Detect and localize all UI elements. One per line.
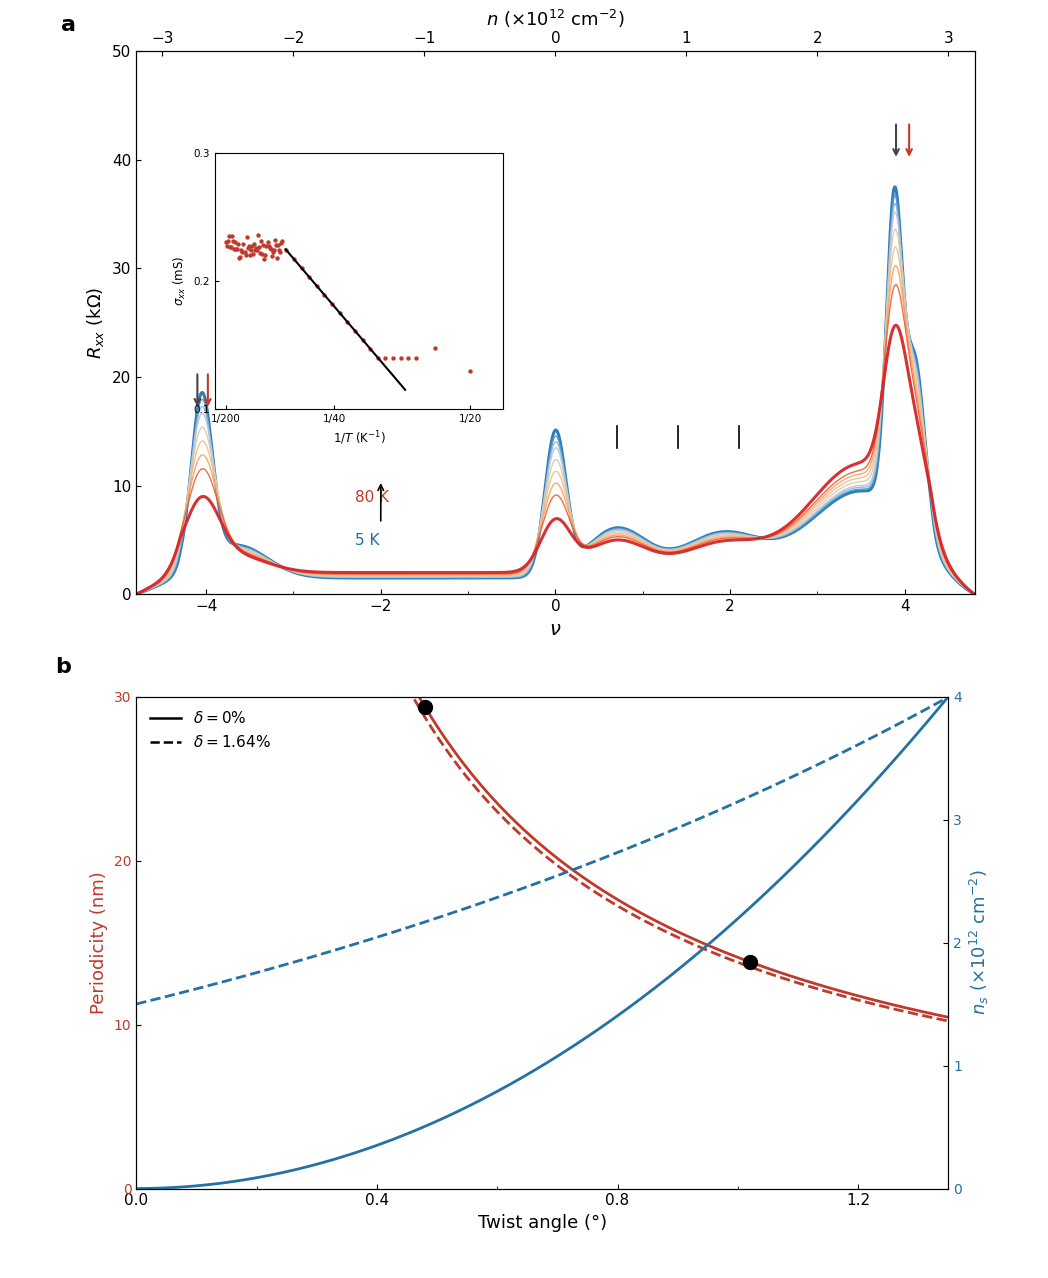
Point — [261, 238, 278, 258]
Point — [308, 276, 325, 296]
Point — [253, 231, 269, 252]
Point — [248, 240, 265, 261]
Point — [252, 243, 268, 263]
Point — [408, 348, 424, 368]
Point — [462, 360, 479, 381]
Point — [226, 233, 243, 253]
X-axis label: Twist angle (°): Twist angle (°) — [478, 1214, 607, 1232]
X-axis label: 1/$T$ (K$^{-1}$): 1/$T$ (K$^{-1}$) — [332, 429, 386, 447]
Point — [255, 235, 271, 256]
Point — [244, 244, 261, 265]
Point — [249, 225, 266, 245]
Point — [236, 242, 253, 262]
Point — [267, 235, 284, 256]
Point — [259, 231, 276, 252]
Point — [427, 337, 443, 358]
Point — [377, 348, 394, 368]
Point — [274, 230, 290, 250]
Point — [240, 235, 257, 256]
Point — [301, 267, 318, 288]
Point — [257, 245, 274, 266]
Point — [221, 236, 238, 257]
Point — [293, 258, 310, 279]
Y-axis label: $\sigma_{xx}$ (mS): $\sigma_{xx}$ (mS) — [172, 256, 188, 307]
Point — [266, 230, 283, 250]
Point — [272, 233, 289, 253]
Point — [392, 348, 409, 368]
Point — [219, 231, 236, 252]
Point — [247, 238, 264, 258]
Point — [258, 235, 275, 256]
Point — [316, 285, 333, 305]
Point — [233, 239, 249, 259]
Text: 5 K: 5 K — [354, 533, 379, 548]
Point — [227, 239, 244, 259]
Point — [224, 230, 241, 250]
Point — [269, 235, 286, 256]
Point — [235, 234, 252, 254]
Point — [234, 243, 250, 263]
Point — [263, 247, 280, 267]
Point — [245, 234, 262, 254]
Point — [417, 697, 434, 717]
Point — [354, 330, 371, 350]
Point — [237, 245, 254, 266]
Point — [339, 312, 355, 332]
Point — [260, 235, 277, 256]
Point — [278, 240, 294, 261]
Point — [238, 226, 255, 247]
Point — [230, 234, 246, 254]
Text: 80 K: 80 K — [354, 489, 389, 505]
Y-axis label: $R_{xx}$ (k$\Omega$): $R_{xx}$ (k$\Omega$) — [86, 286, 107, 359]
Point — [264, 242, 281, 262]
Point — [271, 242, 288, 262]
X-axis label: $n$ ($\times$10$^{12}$ cm$^{-2}$): $n$ ($\times$10$^{12}$ cm$^{-2}$) — [486, 8, 625, 29]
Point — [265, 240, 282, 261]
Text: a: a — [61, 15, 75, 35]
Point — [742, 952, 759, 973]
Point — [218, 236, 235, 257]
Point — [385, 348, 401, 368]
Point — [239, 238, 256, 258]
Point — [225, 239, 242, 259]
Point — [243, 235, 260, 256]
X-axis label: $\nu$: $\nu$ — [549, 620, 562, 639]
Point — [232, 247, 248, 267]
Point — [242, 239, 259, 259]
Legend: $\delta = 0\%$, $\delta = 1.64\%$: $\delta = 0\%$, $\delta = 1.64\%$ — [144, 704, 277, 757]
Point — [254, 244, 270, 265]
Point — [268, 248, 285, 268]
Y-axis label: Periodicity (nm): Periodicity (nm) — [90, 872, 108, 1013]
Point — [285, 249, 302, 270]
Point — [246, 240, 263, 261]
Point — [223, 225, 240, 245]
Point — [362, 339, 378, 359]
Point — [262, 239, 279, 259]
Point — [250, 236, 267, 257]
Point — [222, 236, 239, 257]
Point — [231, 248, 247, 268]
Y-axis label: $n_s$ ($\times$10$^{12}$ cm$^{-2}$): $n_s$ ($\times$10$^{12}$ cm$^{-2}$) — [967, 869, 990, 1016]
Point — [228, 239, 245, 259]
Point — [217, 233, 234, 253]
Point — [270, 239, 287, 259]
Point — [400, 348, 417, 368]
Point — [256, 249, 272, 270]
Point — [220, 225, 237, 245]
Point — [347, 321, 364, 341]
Point — [241, 245, 258, 266]
Point — [331, 303, 348, 323]
Text: b: b — [54, 657, 71, 677]
Point — [370, 348, 387, 368]
Point — [324, 294, 341, 314]
